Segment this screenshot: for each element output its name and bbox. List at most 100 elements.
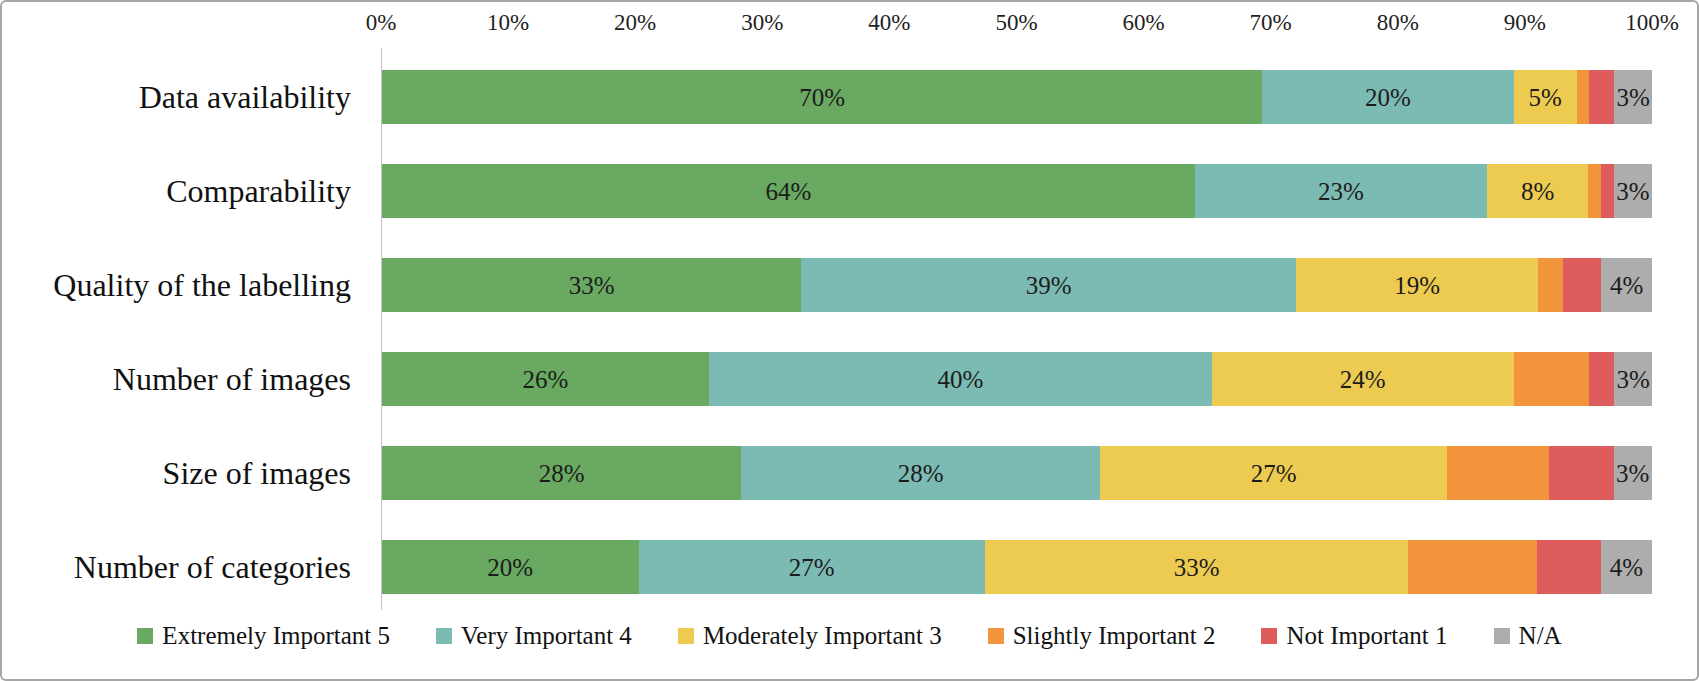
legend-label: Very Important 4 (461, 622, 632, 650)
bar-segment-very-important-4: 20% (1262, 70, 1513, 124)
legend-swatch-icon (678, 628, 694, 644)
stacked-bar: 64% 23% 8% 3% (382, 164, 1652, 218)
bar-segment-n-a: 3% (1614, 446, 1652, 500)
segment-value-label: 4% (1610, 555, 1643, 580)
segment-value-label: 33% (569, 273, 615, 298)
bar-segment-extremely-important-5: 28% (382, 446, 741, 500)
bar-segment-extremely-important-5: 20% (382, 540, 639, 594)
segment-value-label: 3% (1616, 367, 1649, 392)
bar-row-comparability: Comparability 64% 23% 8% 3% (2, 164, 1697, 218)
bar-segment-slightly-important-2 (1447, 446, 1550, 500)
segment-value-label: 26% (523, 367, 569, 392)
chart-frame: 0% 10% 20% 30% 40% 50% 60% 70% 80% 90% 100% Data a… (0, 0, 1699, 681)
segment-value-label: 23% (1318, 179, 1364, 204)
bar-segment-extremely-important-5: 33% (382, 258, 801, 312)
x-axis-tick-label: 30% (741, 10, 783, 36)
x-axis-tick-label: 70% (1250, 10, 1292, 36)
bar-segment-n-a: 3% (1614, 70, 1652, 124)
x-axis-tick-label: 20% (614, 10, 656, 36)
bar-segment-extremely-important-5: 64% (382, 164, 1195, 218)
segment-value-label: 64% (765, 179, 811, 204)
legend-item-very-important-4: Very Important 4 (436, 622, 632, 650)
legend-item-moderately-important-3: Moderately Important 3 (678, 622, 942, 650)
bar-segment-very-important-4: 39% (801, 258, 1296, 312)
y-axis-line (381, 48, 382, 610)
bar-segment-slightly-important-2 (1514, 352, 1589, 406)
stacked-bar: 26% 40% 24% 3% (382, 352, 1652, 406)
bar-row-data-availability: Data availability 70% 20% 5% 3% (2, 70, 1697, 124)
x-axis-tick-label: 100% (1625, 10, 1679, 36)
legend-label: Moderately Important 3 (703, 622, 942, 650)
legend-swatch-icon (1261, 628, 1277, 644)
legend-swatch-icon (436, 628, 452, 644)
legend-label: Extremely Important 5 (162, 622, 390, 650)
x-axis-tick-label: 10% (487, 10, 529, 36)
segment-value-label: 5% (1528, 85, 1561, 110)
bar-segment-extremely-important-5: 26% (382, 352, 709, 406)
segment-value-label: 24% (1340, 367, 1386, 392)
category-label: Data availability (2, 70, 351, 124)
x-axis-tick-label: 50% (995, 10, 1037, 36)
bar-segment-very-important-4: 27% (639, 540, 985, 594)
bar-segment-not-important-1 (1589, 352, 1614, 406)
bar-segment-slightly-important-2 (1588, 164, 1601, 218)
legend-label: N/A (1519, 622, 1562, 650)
bar-segment-not-important-1 (1601, 164, 1614, 218)
legend-item-slightly-important-2: Slightly Important 2 (988, 622, 1216, 650)
x-axis-tick-label: 90% (1504, 10, 1546, 36)
x-axis-tick-label: 60% (1123, 10, 1165, 36)
legend-item-n-a: N/A (1494, 622, 1562, 650)
segment-value-label: 40% (937, 367, 983, 392)
category-label: Number of categories (2, 540, 351, 594)
bar-segment-moderately-important-3: 5% (1514, 70, 1577, 124)
bar-segment-not-important-1 (1549, 446, 1613, 500)
legend-item-extremely-important-5: Extremely Important 5 (137, 622, 390, 650)
stacked-bar: 33% 39% 19% 4% (382, 258, 1652, 312)
bar-segment-slightly-important-2 (1538, 258, 1563, 312)
bar-segment-very-important-4: 40% (709, 352, 1212, 406)
bar-segment-slightly-important-2 (1408, 540, 1536, 594)
bar-segment-very-important-4: 28% (741, 446, 1100, 500)
segment-value-label: 70% (799, 85, 845, 110)
legend-swatch-icon (988, 628, 1004, 644)
x-axis-tick-label: 80% (1377, 10, 1419, 36)
segment-value-label: 20% (1365, 85, 1411, 110)
category-label: Size of images (2, 446, 351, 500)
stacked-bar: 70% 20% 5% 3% (382, 70, 1652, 124)
bar-row-quality-of-the-labelling: Quality of the labelling 33% 39% 19% 4% (2, 258, 1697, 312)
segment-value-label: 39% (1026, 273, 1072, 298)
x-axis-tick-label: 0% (366, 10, 397, 36)
bar-segment-extremely-important-5: 70% (382, 70, 1262, 124)
bar-row-number-of-images: Number of images26%40%24%3% (2, 352, 1697, 406)
bar-segment-moderately-important-3: 27% (1100, 446, 1446, 500)
segment-value-label: 8% (1521, 179, 1554, 204)
legend-item-not-important-1: Not Important 1 (1261, 622, 1447, 650)
segment-value-label: 3% (1616, 461, 1649, 486)
legend: Extremely Important 5 Very Important 4 Mod… (2, 622, 1697, 650)
bar-segment-n-a: 4% (1601, 258, 1652, 312)
x-axis: 0% 10% 20% 30% 40% 50% 60% 70% 80% 90% 100% (2, 2, 1697, 46)
category-label: Quality of the labelling (2, 258, 351, 312)
segment-value-label: 33% (1174, 555, 1220, 580)
bar-segment-not-important-1 (1537, 540, 1601, 594)
bar-segment-slightly-important-2 (1577, 70, 1590, 124)
bar-segment-n-a: 3% (1614, 352, 1652, 406)
segment-value-label: 20% (487, 555, 533, 580)
segment-value-label: 3% (1616, 179, 1649, 204)
legend-label: Slightly Important 2 (1013, 622, 1216, 650)
segment-value-label: 28% (539, 461, 585, 486)
bar-segment-very-important-4: 23% (1195, 164, 1487, 218)
bar-segment-n-a: 4% (1601, 540, 1652, 594)
bar-segment-moderately-important-3: 8% (1487, 164, 1589, 218)
segment-value-label: 3% (1616, 85, 1649, 110)
segment-value-label: 27% (789, 555, 835, 580)
segment-value-label: 27% (1251, 461, 1297, 486)
bar-segment-moderately-important-3: 19% (1296, 258, 1537, 312)
segment-value-label: 4% (1610, 273, 1643, 298)
x-axis-tick-label: 40% (868, 10, 910, 36)
bar-row-number-of-categories: Number of categories 20% 27% 33% 4% (2, 540, 1697, 594)
category-label: Comparability (2, 164, 351, 218)
bar-row-size-of-images: Size of images 28% 28% 27% 3% (2, 446, 1697, 500)
segment-value-label: 19% (1394, 273, 1440, 298)
bar-segment-moderately-important-3: 33% (985, 540, 1408, 594)
